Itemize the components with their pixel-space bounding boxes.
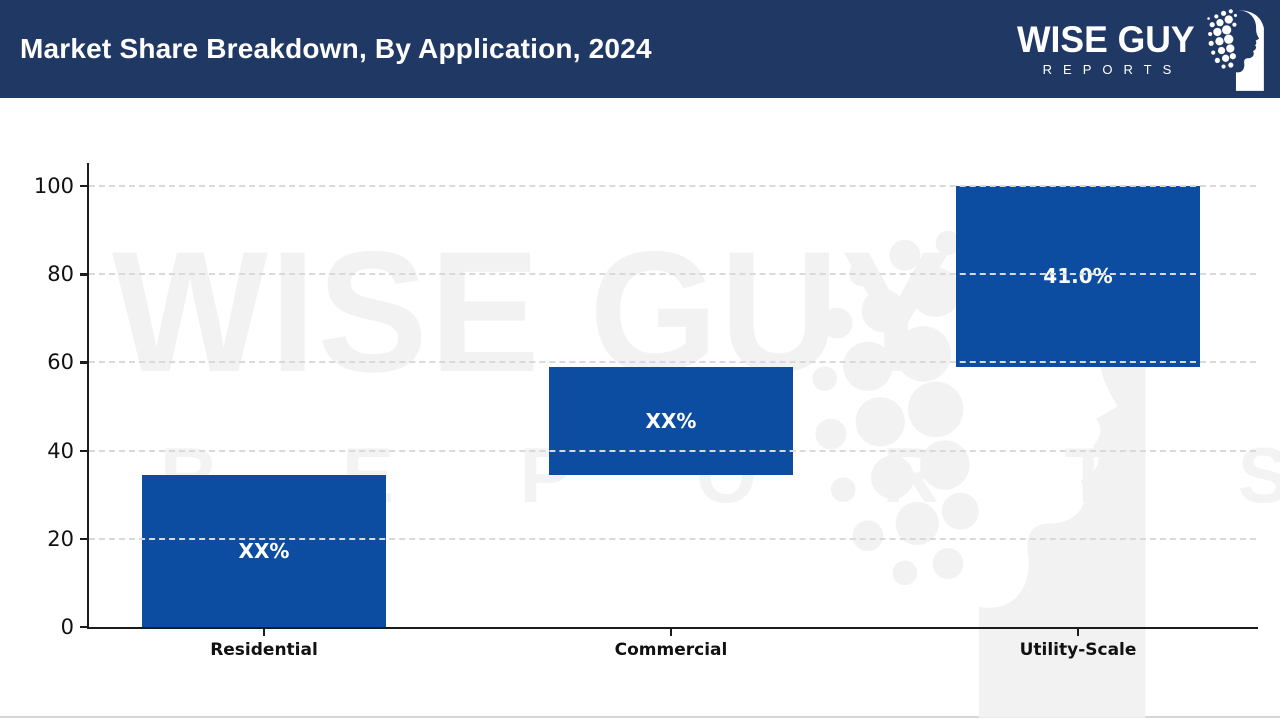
y-tick-20 [80,537,89,541]
y-axis-line [86,163,89,630]
x-axis-line [86,627,1258,630]
gridline-60 [89,361,1256,364]
gridline-40 [89,449,1256,452]
brand-name: WISE GUY [1016,19,1195,60]
gridline-80 [89,273,1256,276]
y-tick-label-100: 100 [33,174,74,198]
y-tick-100 [80,185,89,188]
y-tick-40 [80,449,89,452]
bar-utility-scale: 41.0% [956,186,1200,367]
y-tick-label-40: 40 [47,438,74,463]
y-tick-label-80: 80 [47,262,74,287]
brand-logo: WISE GUY REPORTS [1017,0,1268,98]
x-tick-0 [262,627,266,636]
waterfall-chart: 0 20 40 60 80 100 XX% Residential XX% Commercial 4… [0,98,1280,720]
bar-value-label-commercial: XX% [645,408,697,433]
y-tick-80 [80,273,89,276]
x-category-label-residential: Residential [210,640,318,660]
y-tick-label-20: 20 [47,526,74,551]
brand-subname: REPORTS [1042,62,1183,77]
y-tick-label-60: 60 [47,350,74,375]
y-tick-label-0: 0 [60,615,74,639]
y-tick-0 [80,626,89,629]
gridline-20 [89,537,1256,540]
bar-residential: XX% [142,474,386,627]
header-bar: Market Share Breakdown, By Application, … [0,0,1280,98]
x-tick-1 [669,627,673,636]
bar-commercial: XX% [549,366,793,475]
y-tick-60 [80,361,89,364]
brand-logo-text: WISE GUY REPORTS [1017,21,1202,77]
bar-value-label-residential: XX% [238,538,290,563]
x-category-label-commercial: Commercial [614,640,728,660]
gridline-100 [89,185,1256,187]
page-title: Market Share Breakdown, By Application, … [20,33,652,64]
bar-value-label-utility-scale: 41.0% [1043,264,1113,289]
bottom-divider [0,716,1280,718]
brand-face-logo-icon [1207,9,1264,91]
x-category-label-utility-scale: Utility-Scale [1019,640,1137,660]
